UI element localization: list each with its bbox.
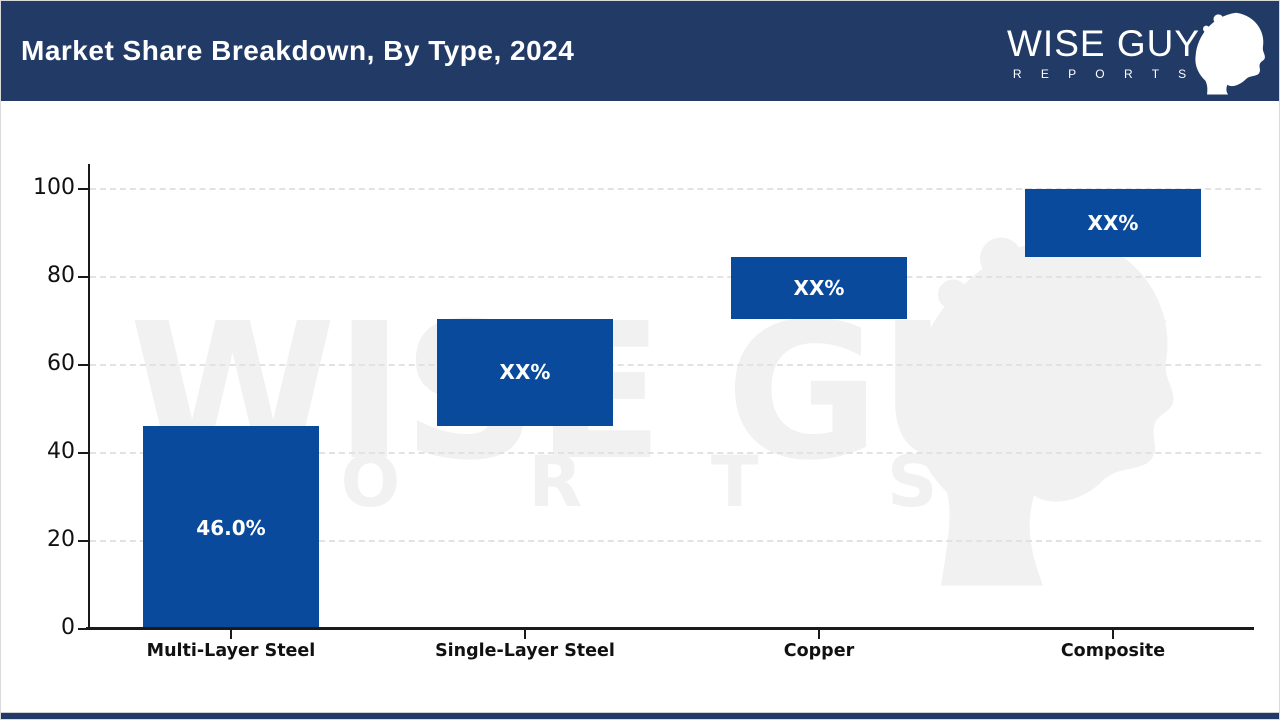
- y-axis-tick: [78, 187, 88, 190]
- x-category-label: Composite: [1060, 641, 1166, 661]
- bar-segment: XX%: [437, 318, 613, 427]
- y-axis-tick: [78, 275, 88, 278]
- logo-subtitle: R E P O R T S: [1012, 66, 1195, 81]
- y-axis-tick-label: 80: [47, 262, 75, 288]
- x-axis-tick: [524, 630, 526, 639]
- logo-head-icon: [1195, 12, 1265, 95]
- y-axis-tick-label: 0: [61, 615, 75, 640]
- x-axis-tick: [818, 630, 820, 639]
- y-axis-tick-label: 60: [47, 350, 75, 376]
- bar-segment: 46.0%: [143, 426, 319, 629]
- x-category-label: Single-Layer Steel: [435, 641, 615, 661]
- y-axis-tick: [78, 363, 88, 366]
- y-axis-tick-label: 20: [47, 526, 75, 552]
- logo-name: WISE GUY: [1007, 22, 1201, 64]
- logo-text: WISE GUY R E P O R T S: [1007, 25, 1200, 80]
- y-axis-tick-label: 40: [47, 438, 75, 464]
- header-bar: Market Share Breakdown, By Type, 2024 WI…: [1, 1, 1279, 101]
- y-axis-tick-label: 100: [33, 174, 75, 200]
- bar-segment: XX%: [1025, 188, 1201, 257]
- gridline: [90, 363, 1261, 366]
- page-title: Market Share Breakdown, By Type, 2024: [21, 35, 575, 66]
- bar-value-label: XX%: [499, 360, 551, 385]
- bar-segment: XX%: [731, 256, 907, 319]
- x-category-label: Copper: [783, 641, 855, 661]
- x-category-label: Multi-Layer Steel: [146, 641, 316, 661]
- y-axis-tick: [78, 628, 88, 630]
- gridline: [90, 539, 1261, 542]
- gridline: [90, 275, 1261, 278]
- bar-value-label: 46.0%: [196, 515, 266, 540]
- y-axis-line: [88, 164, 90, 630]
- y-axis-tick: [78, 539, 88, 542]
- watermark-head-icon: [909, 234, 1174, 586]
- bar-value-label: XX%: [1087, 210, 1139, 235]
- footer-bar: [1, 712, 1279, 719]
- gridline: [90, 451, 1261, 454]
- x-axis-tick: [230, 630, 232, 639]
- wise-guy-reports-logo: WISE GUY R E P O R T S: [1007, 7, 1267, 97]
- gridline: [90, 187, 1261, 190]
- bar-value-label: XX%: [793, 275, 845, 300]
- x-axis-line: [86, 627, 1254, 630]
- y-axis-tick: [78, 451, 88, 454]
- x-axis-tick: [1112, 630, 1114, 639]
